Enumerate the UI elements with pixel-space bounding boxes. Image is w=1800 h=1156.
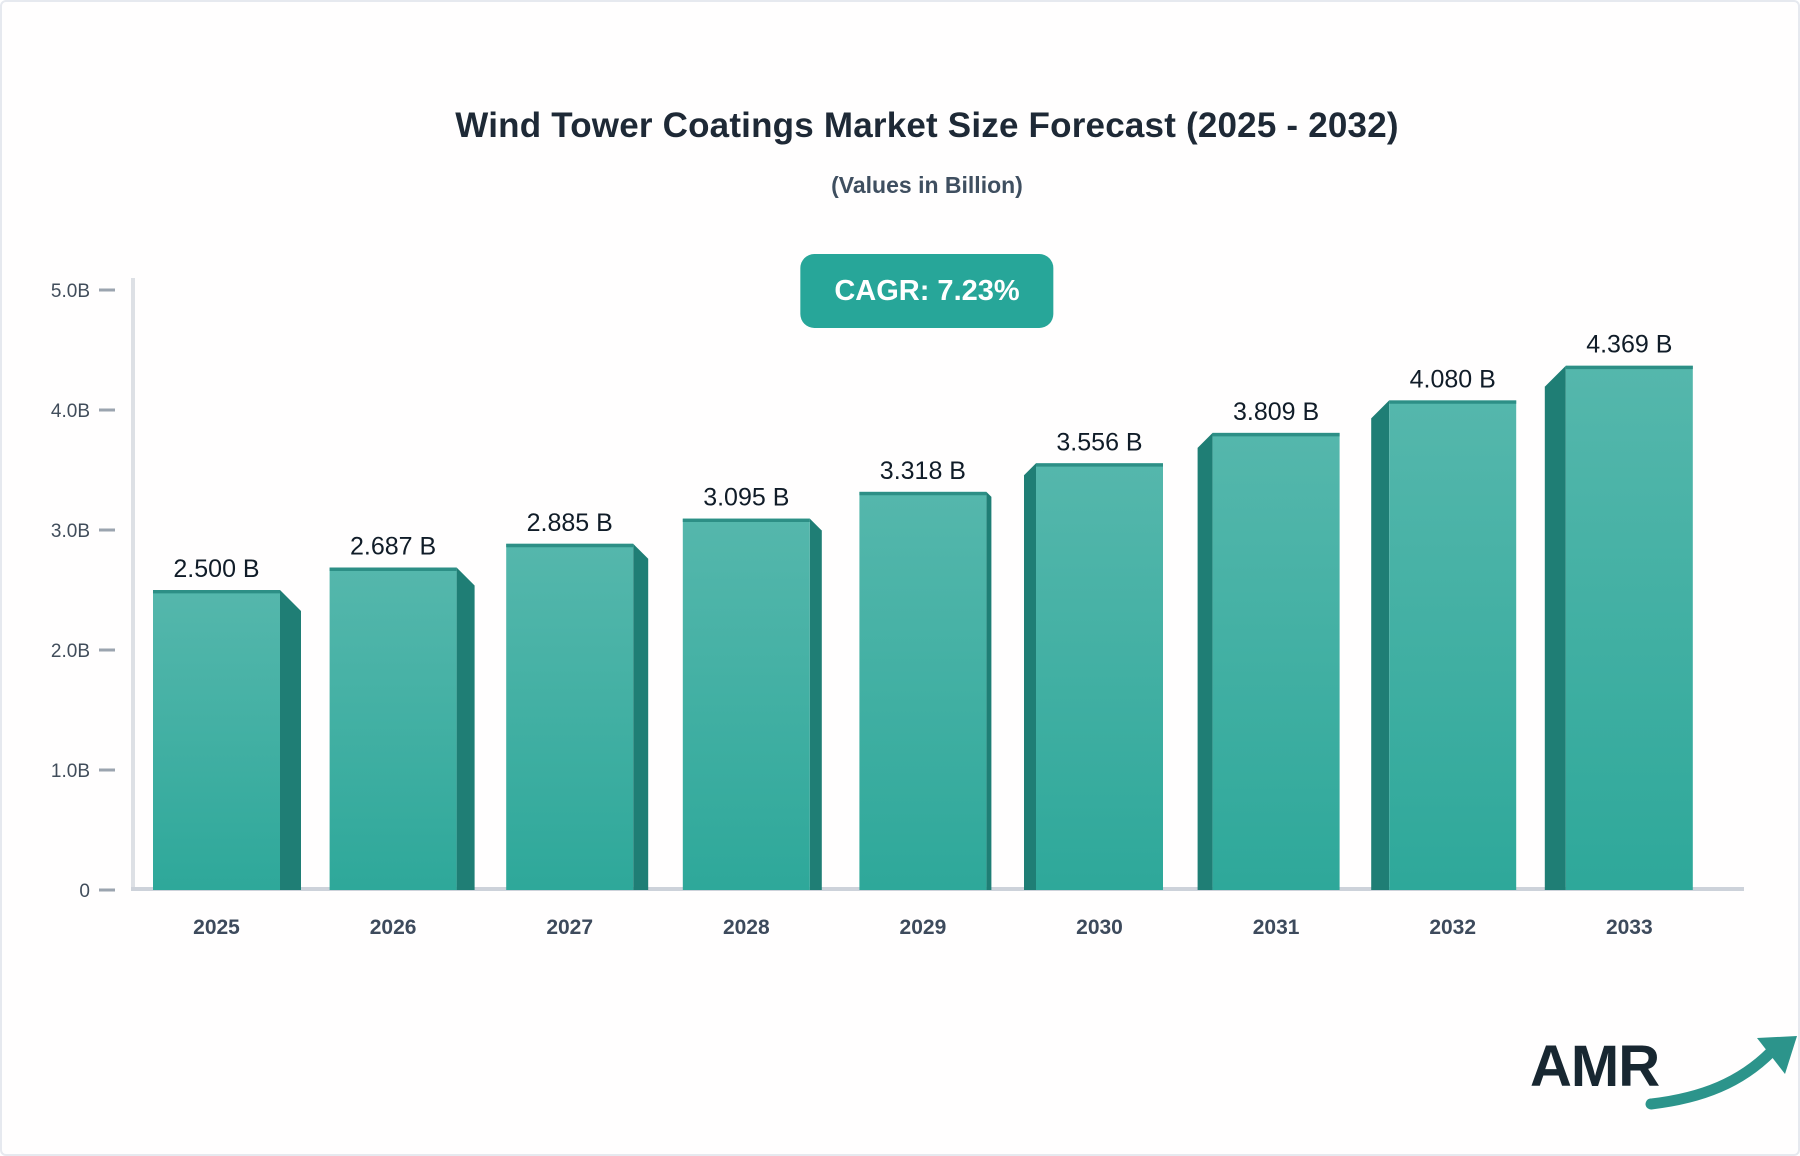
- bar-value-label: 4.080 B: [1410, 365, 1496, 393]
- cagr-badge: CAGR: 7.23%: [800, 254, 1054, 328]
- bar: [859, 491, 987, 890]
- y-tick-label: 2.0B: [51, 641, 90, 662]
- x-tick-label: 2032: [1429, 916, 1476, 939]
- y-tick-label: 4.0B: [51, 401, 90, 422]
- bar-value-label: 2.687 B: [350, 533, 436, 561]
- bar-side-face: [986, 491, 992, 890]
- bar: [329, 567, 457, 890]
- y-tick-label: 5.0B: [51, 281, 90, 302]
- x-tick-label: 2033: [1606, 916, 1653, 939]
- bar-side-face: [809, 518, 822, 890]
- x-tick-label: 2025: [193, 916, 240, 939]
- bar-value-label: 3.556 B: [1056, 428, 1142, 456]
- bar: [153, 590, 280, 890]
- bar: [1389, 400, 1517, 890]
- x-tick-label: 2031: [1253, 916, 1300, 939]
- bar-value-label: 4.369 B: [1586, 331, 1672, 359]
- bar-side-face: [456, 567, 475, 890]
- bar-value-label: 2.500 B: [173, 555, 259, 583]
- bar: [1036, 463, 1163, 890]
- bar-side-face: [633, 543, 649, 890]
- bar-side-face: [280, 590, 301, 890]
- bar: [1565, 365, 1693, 891]
- bar-value-label: 2.885 B: [527, 509, 613, 537]
- bar-side-face: [1024, 463, 1036, 890]
- bar-value-label: 3.809 B: [1233, 398, 1319, 426]
- x-tick-label: 2028: [723, 916, 770, 939]
- bar-side-face: [1371, 400, 1390, 890]
- y-tick-label: 3.0B: [51, 521, 90, 542]
- bar-side-face: [1197, 432, 1213, 890]
- x-tick-label: 2029: [900, 916, 947, 939]
- x-tick-label: 2030: [1076, 916, 1123, 939]
- bar-value-label: 3.095 B: [703, 484, 789, 512]
- bar-value-label: 3.318 B: [880, 457, 966, 485]
- x-tick-label: 2026: [370, 916, 417, 939]
- y-tick-label: 1.0B: [51, 761, 90, 782]
- growth-arrow-icon: [1645, 1036, 1798, 1110]
- x-tick-label: 2027: [546, 916, 593, 939]
- y-tick-label: 0: [79, 881, 90, 902]
- chart-title: Wind Tower Coatings Market Size Forecast…: [455, 106, 1399, 145]
- bar-side-face: [1544, 365, 1566, 891]
- amr-logo-text: AMR: [1530, 1034, 1660, 1099]
- bar: [1212, 432, 1340, 890]
- amr-logo: AMR: [1530, 1032, 1798, 1114]
- bar: [506, 543, 634, 890]
- chart-subtitle: (Values in Billion): [831, 172, 1023, 198]
- bar: [682, 518, 810, 890]
